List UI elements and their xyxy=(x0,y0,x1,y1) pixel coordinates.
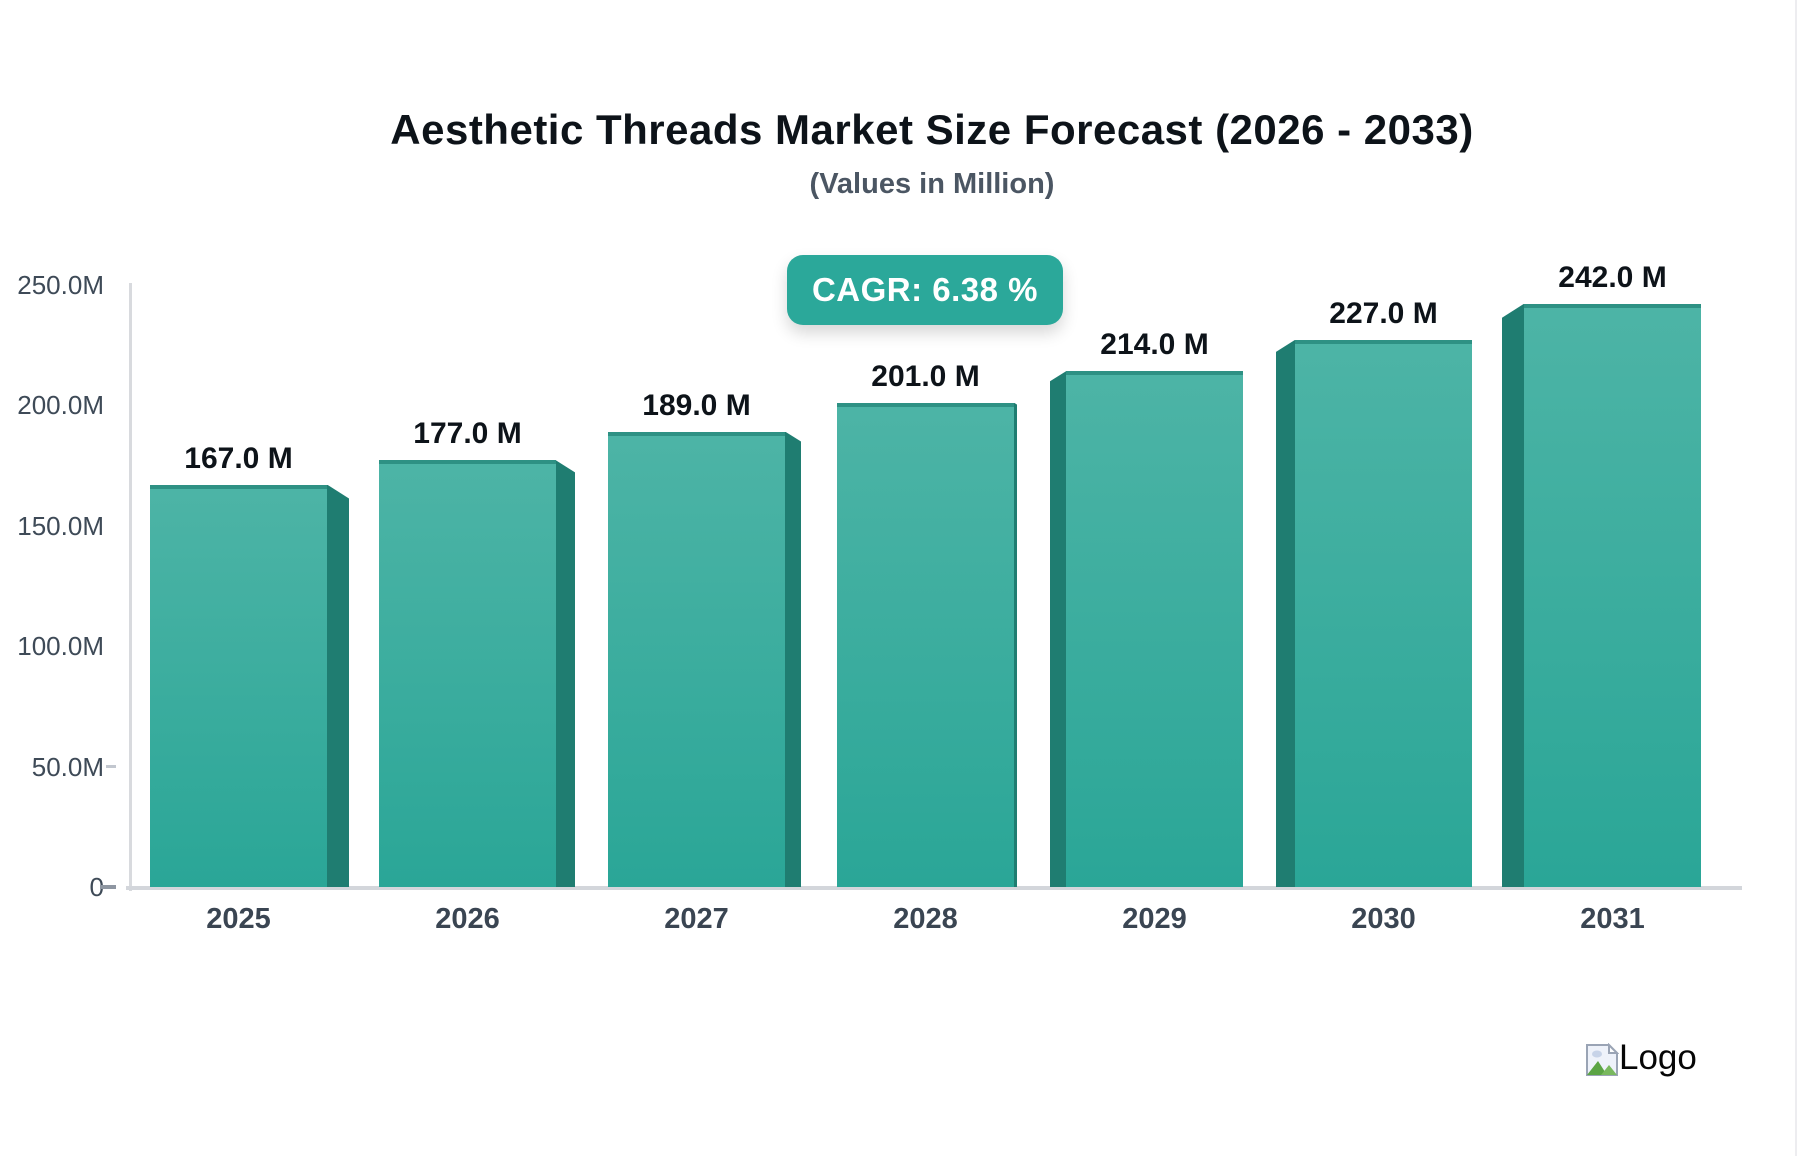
chart-subtitle: (Values in Million) xyxy=(809,168,1055,200)
x-axis-label-2031: 2031 xyxy=(1580,903,1645,935)
bar-2030 xyxy=(1295,339,1472,887)
y-axis-label: 0 xyxy=(89,872,104,902)
bar-3d-side xyxy=(327,484,349,887)
bar-value-label: 214.0 M xyxy=(1100,328,1209,362)
logo: Logo xyxy=(1585,1040,1697,1077)
bar-top-edge xyxy=(379,460,556,465)
x-axis-label-2025: 2025 xyxy=(206,903,271,935)
y-axis-label: 150.0M xyxy=(17,510,104,541)
bar-3d-side xyxy=(785,431,801,887)
bar-value-label: 167.0 M xyxy=(184,441,293,475)
bar-top-edge xyxy=(837,402,1014,407)
bar-3d-side xyxy=(556,460,575,887)
bar-2025 xyxy=(150,484,327,887)
bar-3d-side xyxy=(1050,371,1066,887)
bar-2026 xyxy=(379,460,556,887)
bar-value-label: 227.0 M xyxy=(1329,296,1438,330)
y-axis-label: 50.0M xyxy=(31,751,104,782)
x-axis-line xyxy=(126,886,1742,890)
x-axis-label-2029: 2029 xyxy=(1122,903,1187,935)
y-axis-tick xyxy=(100,885,116,889)
x-axis-label-2028: 2028 xyxy=(893,903,958,935)
bar-3d-side xyxy=(1014,402,1017,887)
cagr-badge-label: CAGR: 6.38 % xyxy=(811,271,1039,308)
y-axis-line xyxy=(129,283,132,891)
bar-top-edge xyxy=(1295,339,1472,344)
logo-alt-text: Logo xyxy=(1619,1038,1697,1077)
bar-2028 xyxy=(837,402,1014,887)
broken-image-icon xyxy=(1586,1043,1619,1076)
bar-2029 xyxy=(1066,371,1243,887)
bar-2031 xyxy=(1524,303,1701,887)
x-axis-label-2026: 2026 xyxy=(435,903,500,935)
bar-2027 xyxy=(608,431,785,887)
bar-value-label: 177.0 M xyxy=(413,417,522,451)
bar-value-label: 189.0 M xyxy=(642,388,751,422)
x-axis-label-2027: 2027 xyxy=(664,903,729,935)
bar-top-edge xyxy=(608,431,785,436)
y-axis-label: 100.0M xyxy=(17,631,104,661)
y-axis-tick xyxy=(106,764,116,768)
bar-value-label: 242.0 M xyxy=(1558,260,1667,294)
x-axis-label-2030: 2030 xyxy=(1351,903,1416,935)
y-axis-label: 250.0M xyxy=(17,269,104,300)
bar-3d-side xyxy=(1502,303,1524,887)
bar-top-edge xyxy=(150,484,327,489)
y-axis-label: 200.0M xyxy=(17,390,104,420)
bar-top-edge xyxy=(1066,371,1243,376)
bar-3d-side xyxy=(1276,339,1295,887)
page-right-border xyxy=(1795,0,1797,1156)
bar-top-edge xyxy=(1524,303,1701,308)
chart-title: Aesthetic Threads Market Size Forecast (… xyxy=(390,106,1474,153)
bar-value-label: 201.0 M xyxy=(871,359,980,393)
cagr-badge: CAGR: 6.38 % xyxy=(787,255,1063,325)
